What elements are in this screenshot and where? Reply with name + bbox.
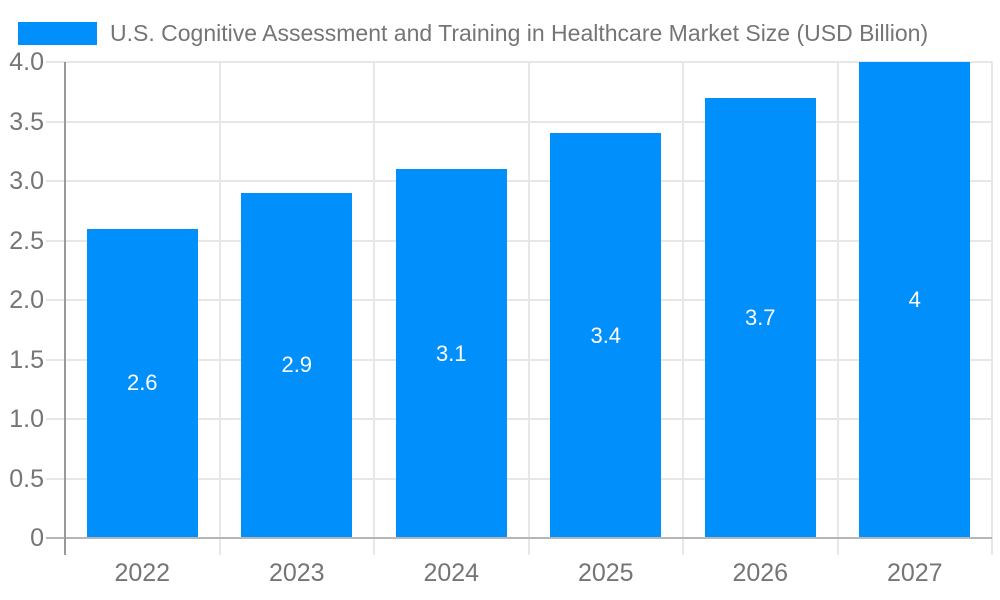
y-axis-label: 3.5: [9, 107, 44, 136]
legend[interactable]: U.S. Cognitive Assessment and Training i…: [18, 20, 928, 47]
y-axis-tick: [46, 61, 65, 63]
gridline-vertical: [836, 62, 839, 538]
bar-value-label: 4: [908, 287, 921, 312]
bar-2024[interactable]: 3.1: [395, 169, 507, 538]
bar-2026[interactable]: 3.7: [704, 97, 816, 538]
y-axis-tick: [46, 418, 65, 420]
y-axis-label: 0.5: [9, 464, 44, 493]
bar-2025[interactable]: 3.4: [550, 133, 662, 538]
y-axis-label: 3.0: [9, 167, 44, 195]
x-axis-tick: [218, 538, 221, 555]
x-axis-label-2022: 2022: [114, 559, 171, 587]
y-axis-tick: [46, 239, 65, 242]
gridline-vertical: [682, 62, 684, 538]
y-axis-tick: [46, 477, 65, 480]
y-axis-line: [64, 62, 66, 555]
gridline-vertical: [991, 62, 993, 538]
x-axis-label-2023: 2023: [268, 559, 325, 587]
y-axis-label: 0: [30, 524, 44, 552]
bar-value-label: 2.9: [281, 352, 313, 378]
y-axis-tick: [46, 180, 65, 182]
gridline-vertical: [373, 62, 375, 538]
bar-value-label: 3.1: [435, 340, 467, 366]
legend-swatch: [18, 22, 97, 45]
gridline-vertical: [527, 62, 530, 538]
bar-value-label: 3.7: [744, 304, 776, 330]
bar-value-label: 3.4: [590, 322, 622, 348]
x-axis-label-2026: 2026: [732, 559, 789, 587]
x-axis-tick: [373, 538, 375, 555]
x-axis-label-2025: 2025: [577, 559, 634, 587]
y-axis-label: 2.0: [9, 286, 44, 314]
x-axis-line: [46, 537, 992, 539]
y-axis-label: 1.0: [9, 405, 44, 433]
x-axis-label-2027: 2027: [886, 559, 943, 587]
bar-2027[interactable]: 4: [859, 62, 971, 538]
y-axis-tick: [46, 299, 65, 301]
y-axis-tick: [46, 120, 65, 123]
x-axis-tick: [527, 538, 530, 555]
bar-2023[interactable]: 2.9: [241, 192, 353, 538]
y-axis-tick: [46, 358, 65, 361]
y-axis-label: 4.0: [9, 48, 44, 76]
bar-value-label: 2.6: [126, 370, 158, 396]
gridline-vertical: [218, 62, 221, 538]
bar-2022[interactable]: 2.6: [86, 228, 198, 538]
x-axis-label-2024: 2024: [423, 559, 480, 587]
x-axis-tick: [836, 538, 839, 555]
x-axis-tick: [682, 538, 684, 555]
x-axis-tick: [991, 538, 993, 555]
legend-series-label: U.S. Cognitive Assessment and Training i…: [110, 20, 929, 46]
y-axis-label: 2.5: [9, 226, 44, 255]
y-axis-label: 1.5: [9, 345, 44, 374]
